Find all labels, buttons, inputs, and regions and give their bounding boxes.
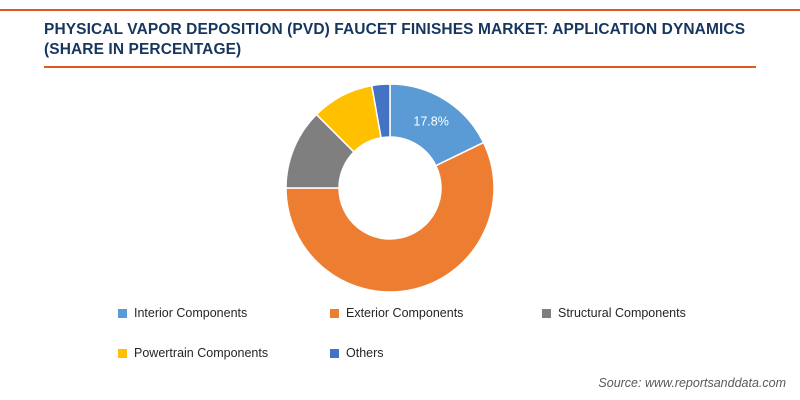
donut-svg: 17.8% (285, 83, 495, 293)
pie-slice-others (370, 83, 391, 139)
legend-label: Powertrain Components (134, 346, 269, 360)
top-accent-line (0, 9, 800, 11)
legend-label: Exterior Components (346, 306, 464, 320)
legend-swatch-icon (118, 348, 127, 358)
legend-item-exterior-components: Exterior Components (330, 306, 542, 320)
legend-item-others: Others (330, 346, 542, 360)
legend-item-structural-components: Structural Components (542, 306, 792, 320)
legend-item-interior-components: Interior Components (118, 306, 330, 320)
donut-chart: 17.8% (0, 82, 780, 294)
legend-swatch-icon (330, 308, 339, 318)
chart-title: PHYSICAL VAPOR DEPOSITION (PVD) FAUCET F… (44, 21, 746, 59)
source-text: Source: www.reportsanddata.com (598, 376, 786, 390)
legend-label: Structural Components (558, 306, 686, 320)
legend-label: Interior Components (134, 306, 248, 320)
legend-swatch-icon (542, 308, 551, 318)
legend-swatch-icon (118, 308, 127, 318)
chart-legend: Interior Components Exterior Components St… (118, 306, 792, 360)
legend-label: Others (346, 346, 384, 360)
legend-item-powertrain-components: Powertrain Components (118, 346, 330, 360)
pie-slice-exterior-components (285, 141, 495, 293)
legend-swatch-icon (330, 348, 339, 358)
title-underline (44, 66, 756, 68)
slice-data-label: 17.8% (413, 115, 448, 129)
